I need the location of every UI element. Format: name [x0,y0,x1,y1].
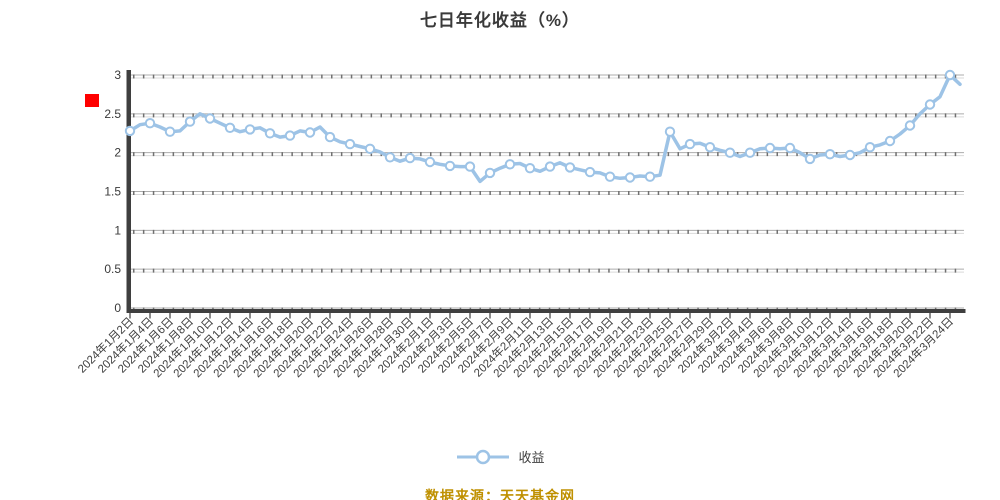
data-point-marker [624,172,636,183]
y-axis [126,70,131,313]
data-point-marker [364,143,376,155]
data-point-marker [724,147,736,158]
data-point-marker [844,149,856,161]
data-point-marker [744,147,756,158]
legend-marker-circle [476,449,491,464]
data-point-marker [524,163,536,174]
data-point-marker [764,142,776,154]
line-chart: 0 0.5 1 1.5 2 2.5 3 2024年1月2日2024年1月4日2024年1月6日… [75,68,966,380]
data-point-marker [424,156,436,168]
x-axis [126,309,966,313]
y-tick-label: 1.5 [104,185,121,199]
legend-line-marker-icon [457,449,510,464]
data-point-marker [264,128,276,139]
y-tick-label: 0 [114,301,121,315]
series-markers [124,69,956,183]
data-point-marker [664,126,676,137]
data-point-marker [684,138,696,150]
data-point-marker [404,152,416,164]
y-tick-label: 0.5 [104,262,121,276]
red-square-marker [85,94,99,107]
data-source-footnote: 数据来源：天天基金网 [425,488,575,500]
data-point-marker [644,171,656,182]
data-point-marker [344,138,356,150]
legend-series-label: 收益 [518,450,545,465]
legend: 收益 [0,447,1000,466]
data-point-marker [164,126,176,137]
data-point-marker [444,160,456,172]
data-point-marker [224,122,236,134]
gridlines [130,74,964,312]
data-point-marker [244,124,256,135]
data-point-marker [464,161,476,172]
data-point-marker [544,161,556,172]
data-point-marker [604,171,616,182]
x-axis-labels: 2024年1月2日2024年1月4日2024年1月6日2024年1月8日2024… [75,314,956,380]
data-point-marker [884,135,896,147]
data-point-marker [944,69,956,81]
data-point-marker [384,152,396,163]
data-point-marker [504,159,516,170]
data-point-marker [204,113,216,124]
y-tick-label: 1 [114,223,121,237]
data-point-marker [124,125,136,137]
chart-title: 七日年化收益（%） [419,11,581,30]
data-point-marker [584,166,596,178]
x-axis-ticks [129,313,951,319]
data-point-marker [564,162,576,173]
data-point-marker [784,142,796,154]
y-tick-label: 2 [114,146,121,160]
data-point-marker [304,127,316,138]
data-point-marker [864,142,876,153]
data-point-marker [144,118,156,129]
y-tick-label: 3 [114,68,121,82]
data-point-marker [284,130,296,141]
data-point-marker [824,149,836,160]
y-tick-label: 2.5 [104,107,121,121]
data-point-marker [184,116,196,127]
data-point-marker [704,142,716,153]
data-point-marker [804,153,816,165]
data-point-marker [904,120,916,131]
data-point-marker [924,99,936,110]
y-axis-labels: 0 0.5 1 1.5 2 2.5 3 [104,68,121,315]
data-point-marker [324,131,336,143]
data-point-marker [484,167,496,179]
